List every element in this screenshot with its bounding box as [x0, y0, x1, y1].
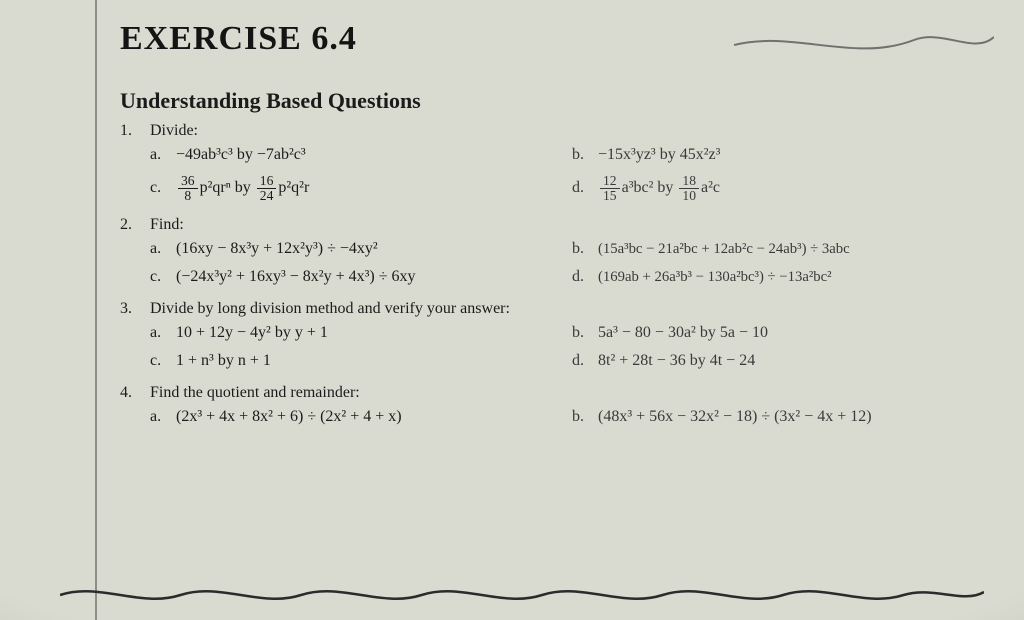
- q1c-label: c.: [150, 179, 168, 197]
- question-4: 4. Find the quotient and remainder:: [120, 384, 964, 402]
- q3-options: a. 10 + 12y − 4y² by y + 1 b. 5a³ − 80 −…: [150, 324, 964, 370]
- q2b-label: b.: [572, 240, 590, 258]
- q3-prompt: Divide by long division method and verif…: [150, 300, 510, 318]
- q1-option-a: a. −49ab³c³ by −7ab²c³: [150, 146, 542, 164]
- page-corner-curl: [734, 25, 994, 75]
- section-subtitle: Understanding Based Questions: [120, 88, 964, 114]
- q3b-label: b.: [572, 324, 590, 342]
- q2-option-a: a. (16xy − 8x³y + 12x²y³) ÷ −4xy²: [150, 240, 542, 258]
- q3-option-d: d. 8t² + 28t − 36 by 4t − 24: [572, 352, 964, 370]
- q1-option-c: c. 368p²qrⁿ by 1624p²q²r: [150, 174, 542, 202]
- q4b-text: (48x³ + 56x − 32x² − 18) ÷ (3x² − 4x + 1…: [598, 408, 872, 426]
- q1-prompt: Divide:: [150, 122, 198, 140]
- bottom-edge-squiggle: [60, 580, 984, 610]
- q1b-label: b.: [572, 146, 590, 164]
- title-text: EXERCISE 6.4: [120, 20, 357, 57]
- q2-option-b: b. (15a³bc − 21a²bc + 12ab²c − 24ab³) ÷ …: [572, 240, 964, 258]
- q1d-text: 1215a³bc² by 1810a²c: [598, 174, 720, 202]
- q3-option-a: a. 10 + 12y − 4y² by y + 1: [150, 324, 542, 342]
- q3-number: 3.: [120, 300, 140, 318]
- q1a-label: a.: [150, 146, 168, 164]
- q1-option-d: d. 1215a³bc² by 1810a²c: [572, 174, 964, 202]
- q4a-label: a.: [150, 408, 168, 426]
- q2-options: a. (16xy − 8x³y + 12x²y³) ÷ −4xy² b. (15…: [150, 240, 964, 286]
- q3-option-c: c. 1 + n³ by n + 1: [150, 352, 542, 370]
- q2b-text: (15a³bc − 21a²bc + 12ab²c − 24ab³) ÷ 3ab…: [598, 241, 850, 258]
- q2-number: 2.: [120, 216, 140, 234]
- q3d-label: d.: [572, 352, 590, 370]
- q4-option-a: a. (2x³ + 4x + 8x² + 6) ÷ (2x² + 4 + x): [150, 408, 542, 426]
- q4-option-b: b. (48x³ + 56x − 32x² − 18) ÷ (3x² − 4x …: [572, 408, 964, 426]
- q4-number: 4.: [120, 384, 140, 402]
- q3c-label: c.: [150, 352, 168, 370]
- q2d-label: d.: [572, 268, 590, 286]
- q1-options: a. −49ab³c³ by −7ab²c³ b. −15x³yz³ by 45…: [150, 146, 964, 202]
- q4-prompt: Find the quotient and remainder:: [150, 384, 360, 402]
- q1a-text: −49ab³c³ by −7ab²c³: [176, 146, 306, 164]
- q1-number: 1.: [120, 122, 140, 140]
- q4a-text: (2x³ + 4x + 8x² + 6) ÷ (2x² + 4 + x): [176, 408, 402, 426]
- q2-option-c: c. (−24x³y² + 16xy³ − 8x²y + 4x³) ÷ 6xy: [150, 268, 542, 286]
- q3c-text: 1 + n³ by n + 1: [176, 352, 271, 370]
- q3b-text: 5a³ − 80 − 30a² by 5a − 10: [598, 324, 768, 342]
- q3a-text: 10 + 12y − 4y² by y + 1: [176, 324, 328, 342]
- q1b-text: −15x³yz³ by 45x²z³: [598, 146, 720, 164]
- question-1: 1. Divide:: [120, 122, 964, 140]
- q1c-frac2: 1624: [257, 174, 277, 202]
- q4b-label: b.: [572, 408, 590, 426]
- q4-options: a. (2x³ + 4x + 8x² + 6) ÷ (2x² + 4 + x) …: [150, 408, 964, 426]
- q1c-frac1: 368: [178, 174, 198, 202]
- q2c-text: (−24x³y² + 16xy³ − 8x²y + 4x³) ÷ 6xy: [176, 268, 416, 286]
- q3-option-b: b. 5a³ − 80 − 30a² by 5a − 10: [572, 324, 964, 342]
- q1-option-b: b. −15x³yz³ by 45x²z³: [572, 146, 964, 164]
- q1c-text: 368p²qrⁿ by 1624p²q²r: [176, 174, 309, 202]
- q2-prompt: Find:: [150, 216, 184, 234]
- q2-option-d: d. (169ab + 26a³b³ − 130a²bc³) ÷ −13a²bc…: [572, 268, 964, 286]
- q1d-frac2: 1810: [679, 174, 699, 202]
- question-2: 2. Find:: [120, 216, 964, 234]
- page: EXERCISE 6.4 Understanding Based Questio…: [0, 0, 1024, 620]
- q1d-label: d.: [572, 179, 590, 197]
- q3d-text: 8t² + 28t − 36 by 4t − 24: [598, 352, 755, 370]
- question-3: 3. Divide by long division method and ve…: [120, 300, 964, 318]
- q2c-label: c.: [150, 268, 168, 286]
- q1d-frac1: 1215: [600, 174, 620, 202]
- q2a-text: (16xy − 8x³y + 12x²y³) ÷ −4xy²: [176, 240, 378, 258]
- q2d-text: (169ab + 26a³b³ − 130a²bc³) ÷ −13a²bc²: [598, 269, 832, 286]
- q3a-label: a.: [150, 324, 168, 342]
- vertical-margin-rule: [95, 0, 97, 620]
- q2a-label: a.: [150, 240, 168, 258]
